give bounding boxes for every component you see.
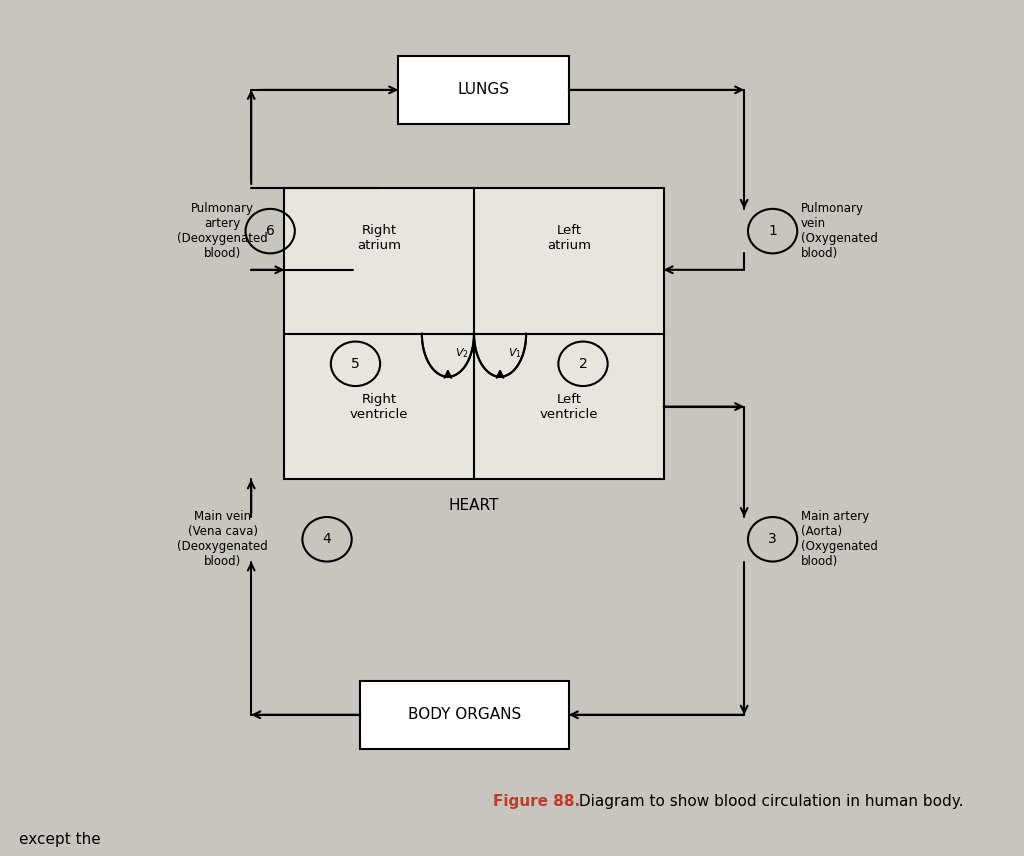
Text: 4: 4: [323, 532, 332, 546]
Text: 2: 2: [579, 357, 588, 371]
Text: Pulmonary
artery
(Deoxygenated
blood): Pulmonary artery (Deoxygenated blood): [177, 202, 268, 260]
Text: Main vein
(Vena cava)
(Deoxygenated
blood): Main vein (Vena cava) (Deoxygenated bloo…: [177, 510, 268, 568]
Text: Pulmonary
vein
(Oxygenated
blood): Pulmonary vein (Oxygenated blood): [801, 202, 878, 260]
FancyBboxPatch shape: [398, 56, 568, 124]
Text: HEART: HEART: [449, 498, 499, 514]
Text: $V_1$: $V_1$: [508, 347, 521, 360]
Text: $V_2$: $V_2$: [455, 347, 469, 360]
Text: Right
atrium: Right atrium: [357, 223, 401, 252]
FancyBboxPatch shape: [285, 188, 664, 479]
Text: Left
atrium: Left atrium: [547, 223, 591, 252]
FancyBboxPatch shape: [360, 681, 568, 749]
Text: BODY ORGANS: BODY ORGANS: [408, 707, 521, 722]
Text: 3: 3: [768, 532, 777, 546]
Text: LUNGS: LUNGS: [458, 82, 510, 98]
Text: 1: 1: [768, 224, 777, 238]
Text: Right
ventricle: Right ventricle: [350, 393, 409, 420]
Text: Figure 88.: Figure 88.: [493, 794, 580, 809]
Text: Left
ventricle: Left ventricle: [540, 393, 598, 420]
Text: 5: 5: [351, 357, 359, 371]
Text: Diagram to show blood circulation in human body.: Diagram to show blood circulation in hum…: [573, 794, 963, 809]
Text: except the: except the: [19, 832, 100, 847]
Text: 6: 6: [266, 224, 274, 238]
Text: Main artery
(Aorta)
(Oxygenated
blood): Main artery (Aorta) (Oxygenated blood): [801, 510, 878, 568]
